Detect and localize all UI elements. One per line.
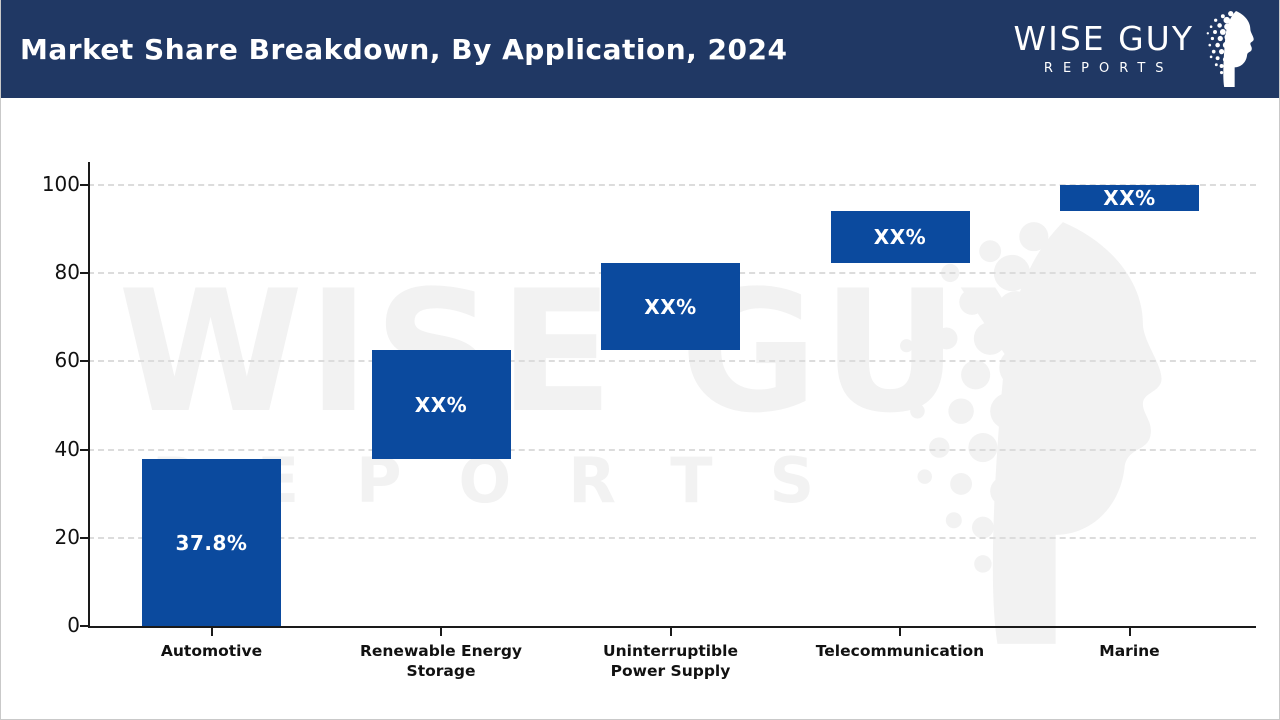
brand-name: WISE GUY bbox=[1013, 19, 1194, 58]
y-tick-mark bbox=[80, 536, 88, 539]
category-label: Renewable Energy Storage bbox=[331, 641, 551, 681]
gridline-100 bbox=[88, 184, 1256, 186]
gridline-40 bbox=[88, 448, 1256, 451]
y-axis-tick-label: 80 bbox=[54, 260, 80, 285]
x-tick-mark bbox=[669, 628, 672, 636]
category-label: Marine bbox=[1020, 641, 1240, 661]
brand-logo: WISE GUY REPORTS bbox=[1013, 5, 1270, 93]
category-label: Telecommunication bbox=[790, 641, 1010, 661]
y-axis-tick-label: 0 bbox=[67, 613, 80, 637]
bar-uninterruptible-power-supply: XX% bbox=[601, 263, 740, 351]
x-tick-mark bbox=[440, 628, 442, 636]
category-label-line: Renewable Energy bbox=[359, 642, 523, 660]
x-axis-line bbox=[88, 626, 1256, 628]
x-tick-mark bbox=[1128, 628, 1131, 636]
y-axis-line bbox=[88, 162, 90, 628]
y-tick-mark bbox=[80, 272, 88, 275]
bar-value-label: XX% bbox=[873, 225, 927, 250]
bar-renewable-energy-storage: XX% bbox=[371, 350, 511, 460]
category-label: Uninterruptible Power Supply bbox=[561, 641, 781, 681]
x-tick-mark bbox=[899, 628, 901, 636]
x-tick-mark bbox=[210, 628, 213, 636]
brand-subtitle: REPORTS bbox=[1043, 61, 1174, 76]
gridline-20 bbox=[88, 536, 1256, 539]
category-label-line: Telecommunication bbox=[815, 642, 985, 660]
bar-value-label: XX% bbox=[1103, 186, 1156, 211]
category-label-line: Marine bbox=[1099, 642, 1160, 660]
y-axis-tick-label: 100 bbox=[41, 172, 80, 196]
y-axis-tick-label: 40 bbox=[54, 436, 80, 461]
y-tick-mark bbox=[80, 625, 88, 627]
brand-wordmark: WISE GUY REPORTS bbox=[1013, 22, 1194, 76]
bar-value-label: XX% bbox=[644, 294, 697, 319]
bar-value-label: 37.8% bbox=[175, 530, 248, 555]
y-tick-mark bbox=[80, 448, 88, 451]
category-label-line: Power Supply bbox=[610, 662, 731, 680]
bar-marine: XX% bbox=[1060, 185, 1199, 212]
bar-automotive: 37.8% bbox=[142, 459, 281, 626]
page-title: Market Share Breakdown, By Application, … bbox=[20, 32, 788, 66]
y-axis-tick-label: 60 bbox=[54, 348, 80, 373]
category-label-line: Automotive bbox=[160, 642, 263, 660]
header-bar: Market Share Breakdown, By Application, … bbox=[0, 0, 1280, 98]
category-label: Automotive bbox=[102, 641, 322, 661]
category-label-line: Uninterruptible bbox=[603, 642, 738, 660]
bar-telecommunication: XX% bbox=[830, 211, 970, 264]
category-label-line: Storage bbox=[406, 662, 476, 680]
chart-area: WISE GUY REPORTS 0 20 40 60 80 100 37.8% Automo… bbox=[0, 98, 1280, 720]
y-axis-tick-label: 20 bbox=[54, 524, 80, 549]
gridline-60 bbox=[88, 360, 1256, 363]
y-tick-mark bbox=[80, 184, 88, 186]
y-tick-mark bbox=[80, 360, 88, 363]
bar-value-label: XX% bbox=[414, 392, 468, 417]
